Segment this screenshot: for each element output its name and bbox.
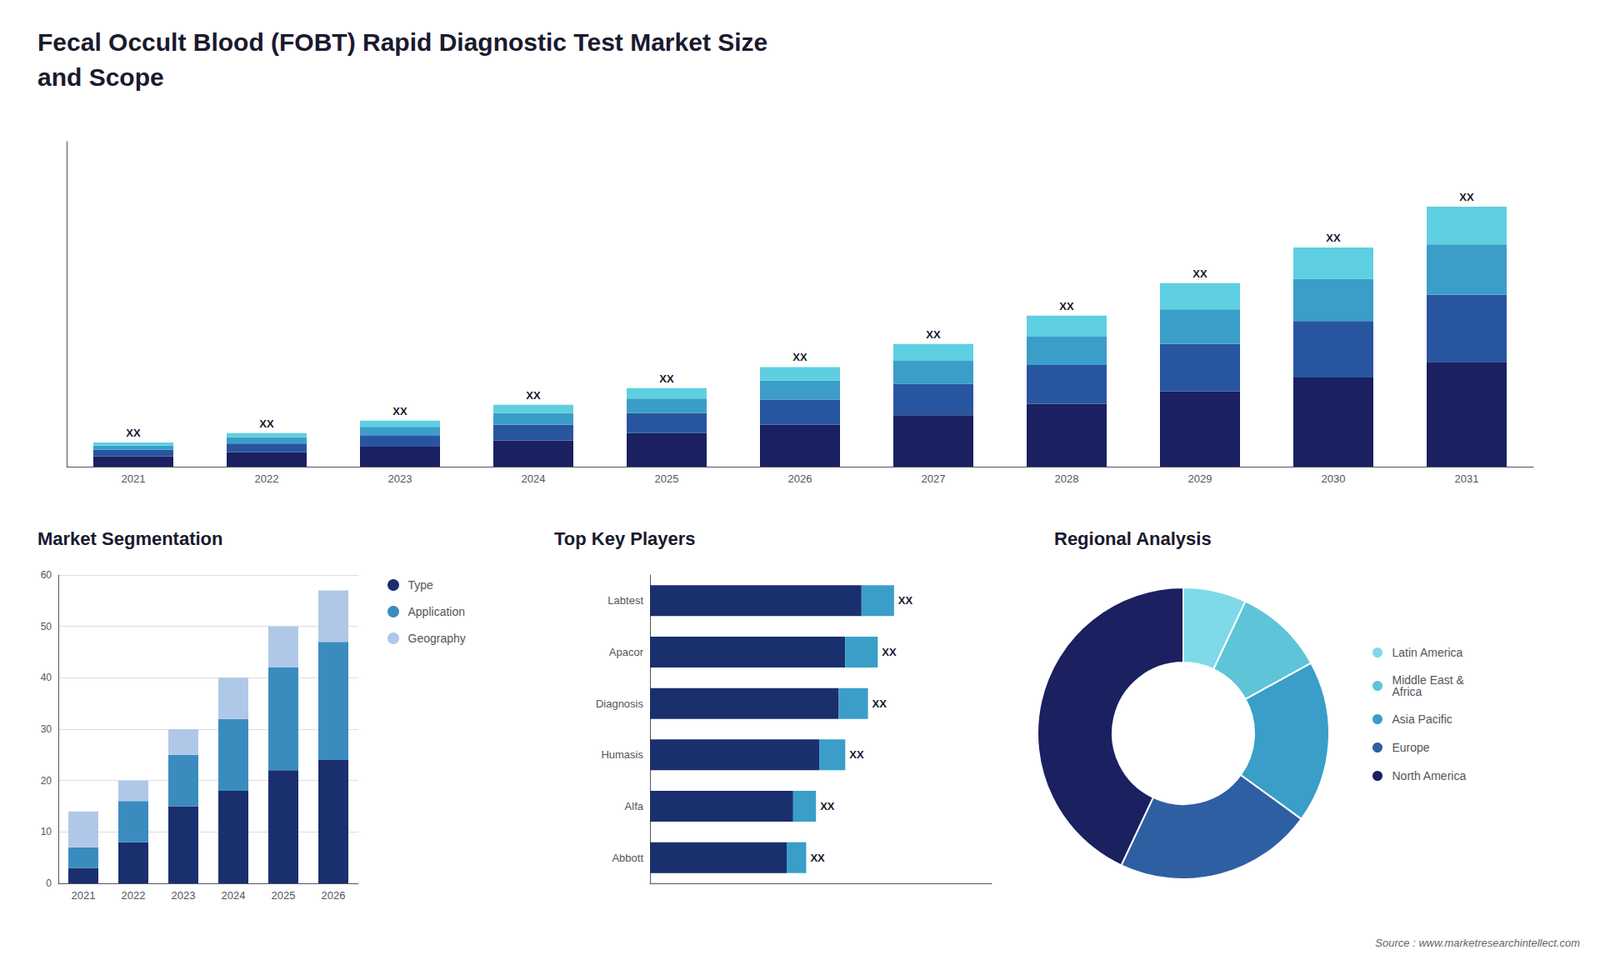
svg-text:2026: 2026	[321, 889, 346, 902]
svg-text:2026: 2026	[788, 472, 813, 485]
svg-text:XX: XX	[792, 350, 808, 364]
svg-text:Source : www.marketresearchint: Source : www.marketresearchintellect.com	[1375, 936, 1580, 950]
svg-text:2024: 2024	[221, 889, 246, 902]
svg-text:XX: XX	[1325, 231, 1341, 245]
svg-text:20: 20	[40, 775, 53, 787]
svg-text:Latin America: Latin America	[1392, 645, 1464, 660]
svg-text:2023: 2023	[388, 472, 413, 485]
svg-text:XX: XX	[810, 851, 825, 865]
svg-text:2022: 2022	[121, 889, 146, 902]
svg-text:30: 30	[40, 723, 53, 735]
svg-text:Type: Type	[408, 578, 435, 592]
svg-text:2021: 2021	[121, 472, 146, 485]
svg-text:XX: XX	[1059, 300, 1075, 313]
svg-text:Asia Pacific: Asia Pacific	[1392, 712, 1453, 726]
svg-text:XX: XX	[849, 748, 865, 761]
svg-text:Alfa: Alfa	[625, 800, 645, 813]
svg-text:XX: XX	[259, 417, 275, 430]
svg-text:40: 40	[40, 671, 53, 684]
svg-text:2027: 2027	[921, 472, 946, 485]
svg-text:Fecal Occult Blood (FOBT) Rapi: Fecal Occult Blood (FOBT) Rapid Diagnost…	[37, 28, 768, 56]
svg-text:2024: 2024	[521, 472, 546, 485]
svg-text:50: 50	[40, 620, 53, 633]
svg-text:XX: XX	[659, 372, 675, 385]
svg-text:10: 10	[40, 825, 53, 838]
svg-text:Humasis: Humasis	[600, 748, 644, 761]
svg-text:Top Key Players: Top Key Players	[554, 528, 696, 550]
svg-text:Regional Analysis: Regional Analysis	[1054, 528, 1212, 550]
svg-text:XX: XX	[881, 645, 897, 659]
svg-text:2028: 2028	[1055, 472, 1080, 485]
svg-text:2023: 2023	[171, 889, 196, 902]
svg-text:XX: XX	[392, 405, 408, 418]
svg-text:Application: Application	[408, 605, 466, 619]
svg-text:Middle East &: Middle East &	[1392, 673, 1465, 687]
svg-text:XX: XX	[1459, 190, 1475, 204]
svg-text:XX: XX	[525, 389, 541, 402]
svg-text:Europe: Europe	[1392, 740, 1430, 755]
svg-text:2021: 2021	[71, 889, 96, 902]
svg-text:XX: XX	[125, 426, 141, 440]
svg-text:Apacor: Apacor	[609, 645, 645, 659]
svg-text:Abbott: Abbott	[611, 851, 644, 865]
svg-text:2025: 2025	[655, 472, 680, 485]
svg-text:2025: 2025	[271, 889, 296, 902]
svg-text:XX: XX	[820, 800, 835, 813]
svg-text:2030: 2030	[1321, 472, 1346, 485]
svg-text:XX: XX	[872, 697, 888, 710]
svg-text:and Scope: and Scope	[37, 63, 165, 91]
svg-text:2022: 2022	[255, 472, 280, 485]
svg-text:2031: 2031	[1455, 472, 1480, 485]
svg-text:XX: XX	[898, 594, 914, 607]
svg-text:2029: 2029	[1188, 472, 1213, 485]
svg-text:North America: North America	[1392, 769, 1467, 783]
svg-text:Africa: Africa	[1392, 685, 1423, 699]
svg-text:Diagnosis: Diagnosis	[595, 697, 645, 710]
svg-text:Labtest: Labtest	[607, 594, 644, 607]
svg-text:0: 0	[45, 877, 52, 890]
svg-text:Geography: Geography	[408, 631, 466, 645]
svg-text:60: 60	[40, 569, 53, 581]
svg-text:XX: XX	[925, 328, 941, 341]
svg-text:XX: XX	[1192, 267, 1208, 280]
svg-text:Market Segmentation: Market Segmentation	[37, 528, 224, 550]
